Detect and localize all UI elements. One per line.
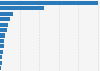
Bar — [0, 12, 13, 16]
Bar — [0, 44, 4, 48]
Bar — [0, 1, 98, 5]
Bar — [0, 6, 44, 10]
Bar — [0, 28, 7, 32]
Bar — [0, 55, 2, 59]
Bar — [0, 61, 2, 65]
Bar — [0, 39, 4, 43]
Bar — [0, 17, 10, 21]
Bar — [0, 50, 3, 54]
Bar — [0, 66, 1, 70]
Bar — [0, 23, 8, 27]
Bar — [0, 33, 5, 38]
